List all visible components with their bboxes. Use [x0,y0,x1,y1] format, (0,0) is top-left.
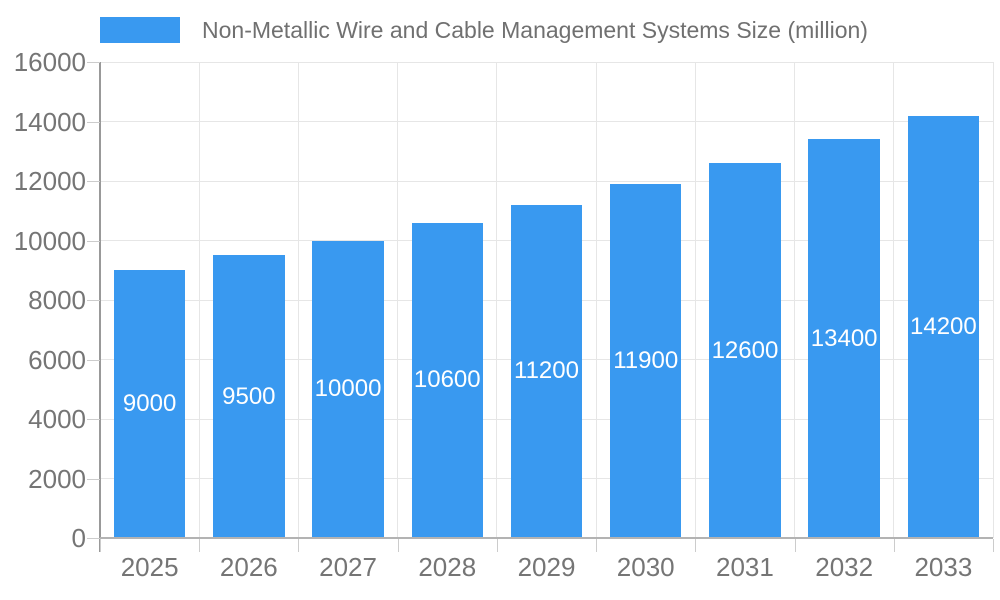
x-axis-tick [397,539,399,552]
x-tick-label: 2030 [616,552,675,582]
gridline-horizontal [100,180,993,182]
bar-2030: 11900 [610,183,682,538]
bar-value-label: 10600 [413,366,481,394]
y-tick-label: 4000 [28,404,86,434]
gridline-vertical [992,62,994,538]
y-axis-tick [87,478,100,480]
y-axis-tick [87,419,100,420]
bar-value-label: 11900 [613,346,679,374]
gridline-vertical [794,62,796,538]
x-axis-tick [893,539,895,552]
y-axis-tick [87,121,100,123]
bar-2025: 9000 [113,270,186,538]
gridline-vertical [198,62,200,538]
x-tick-label: 2027 [319,552,377,582]
y-tick-label: 10000 [13,225,86,256]
bar-value-label: 10000 [314,375,382,403]
gridline-vertical [297,62,299,538]
gridline-vertical [893,62,895,538]
bar-2028: 10600 [411,222,483,538]
x-axis-tick [596,539,598,552]
x-tick-label: 2028 [418,552,477,582]
y-axis-tick [87,181,100,182]
x-tick-label: 2029 [517,552,576,582]
y-tick-label: 16000 [13,47,86,77]
x-axis-tick [993,539,994,552]
y-tick-label: 12000 [13,166,86,196]
x-tick-label: 2026 [219,552,278,582]
legend-swatch [100,17,180,43]
bar-value-label: 9000 [122,390,177,418]
gridline-vertical [496,62,498,538]
bar-value-label: 13400 [810,324,878,352]
x-axis-tick [496,539,498,552]
y-axis-tick [87,359,100,361]
x-tick-label: 2032 [815,552,874,582]
x-axis-tick [298,539,300,552]
y-axis-line [99,62,101,552]
y-axis-tick [87,240,100,242]
y-axis-tick [87,300,100,301]
x-axis-tick [100,539,101,552]
gridline-horizontal [100,61,993,63]
x-tick-label: 2025 [120,552,179,582]
bar-2027: 10000 [312,240,384,538]
gridline-vertical [694,62,696,538]
x-tick-label: 2033 [914,552,973,582]
x-axis-line [100,537,993,539]
y-tick-label: 2000 [28,463,86,494]
y-tick-label: 8000 [28,285,86,315]
bar-value-label: 11200 [514,357,579,385]
plot-area: 9000 9500 10000 10600 11200 11900 12600 13400 14… [100,61,994,538]
bar-2032: 13400 [808,139,880,538]
bar-value-label: 12600 [711,336,779,364]
bar-2033: 14200 [907,115,980,538]
gridline-vertical [397,62,399,538]
x-axis-tick [695,539,697,552]
bar-2029: 11200 [510,204,583,538]
y-axis-tick [87,538,100,539]
y-tick-label: 14000 [13,106,86,137]
bar-2026: 9500 [213,255,285,538]
bar-value-label: 14200 [910,312,977,340]
legend-label: Non-Metallic Wire and Cable Management S… [202,17,868,43]
legend-item[interactable]: Non-Metallic Wire and Cable Management S… [100,17,868,43]
gridline-horizontal [100,121,993,122]
y-tick-label: 6000 [28,344,86,375]
x-tick-label: 2031 [716,552,774,582]
x-axis-tick [199,539,201,552]
y-tick-label: 0 [71,523,86,553]
x-axis-tick [794,539,796,552]
y-axis-tick [87,62,100,63]
gridline-vertical [595,62,597,538]
bar-value-label: 9500 [222,382,276,410]
bar-2031: 12600 [709,163,781,538]
